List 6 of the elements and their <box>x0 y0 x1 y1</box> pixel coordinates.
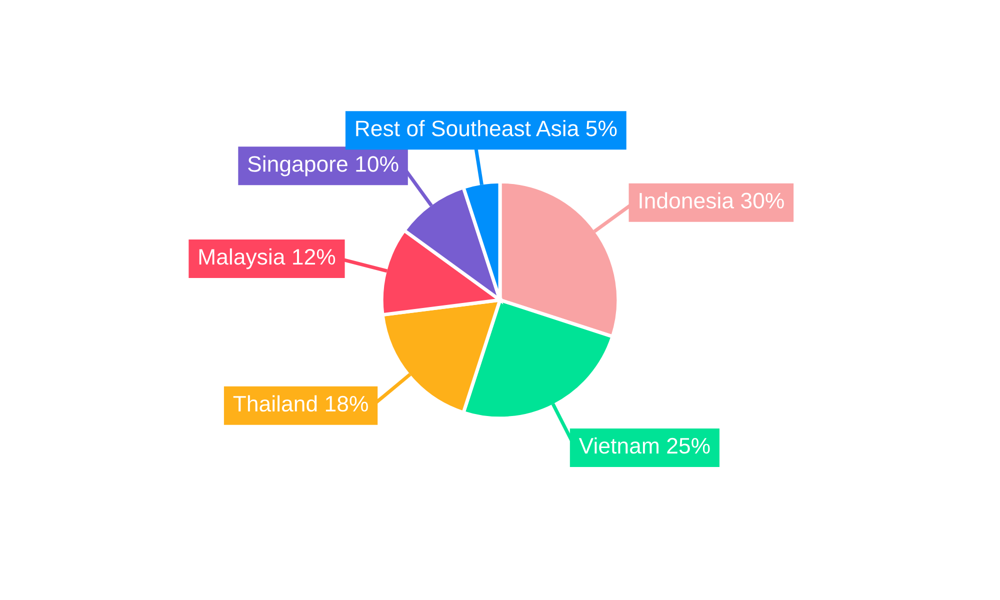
slice-label: Thailand 18% <box>233 395 368 412</box>
slice-label: Vietnam 25% <box>578 437 710 454</box>
slice-label: Rest of Southeast Asia 5% <box>356 120 617 136</box>
slice-label: Indonesia 30% <box>640 192 784 209</box>
slice-label: Malaysia 12% <box>199 248 336 270</box>
slice-label: Singapore 10% <box>248 156 398 176</box>
